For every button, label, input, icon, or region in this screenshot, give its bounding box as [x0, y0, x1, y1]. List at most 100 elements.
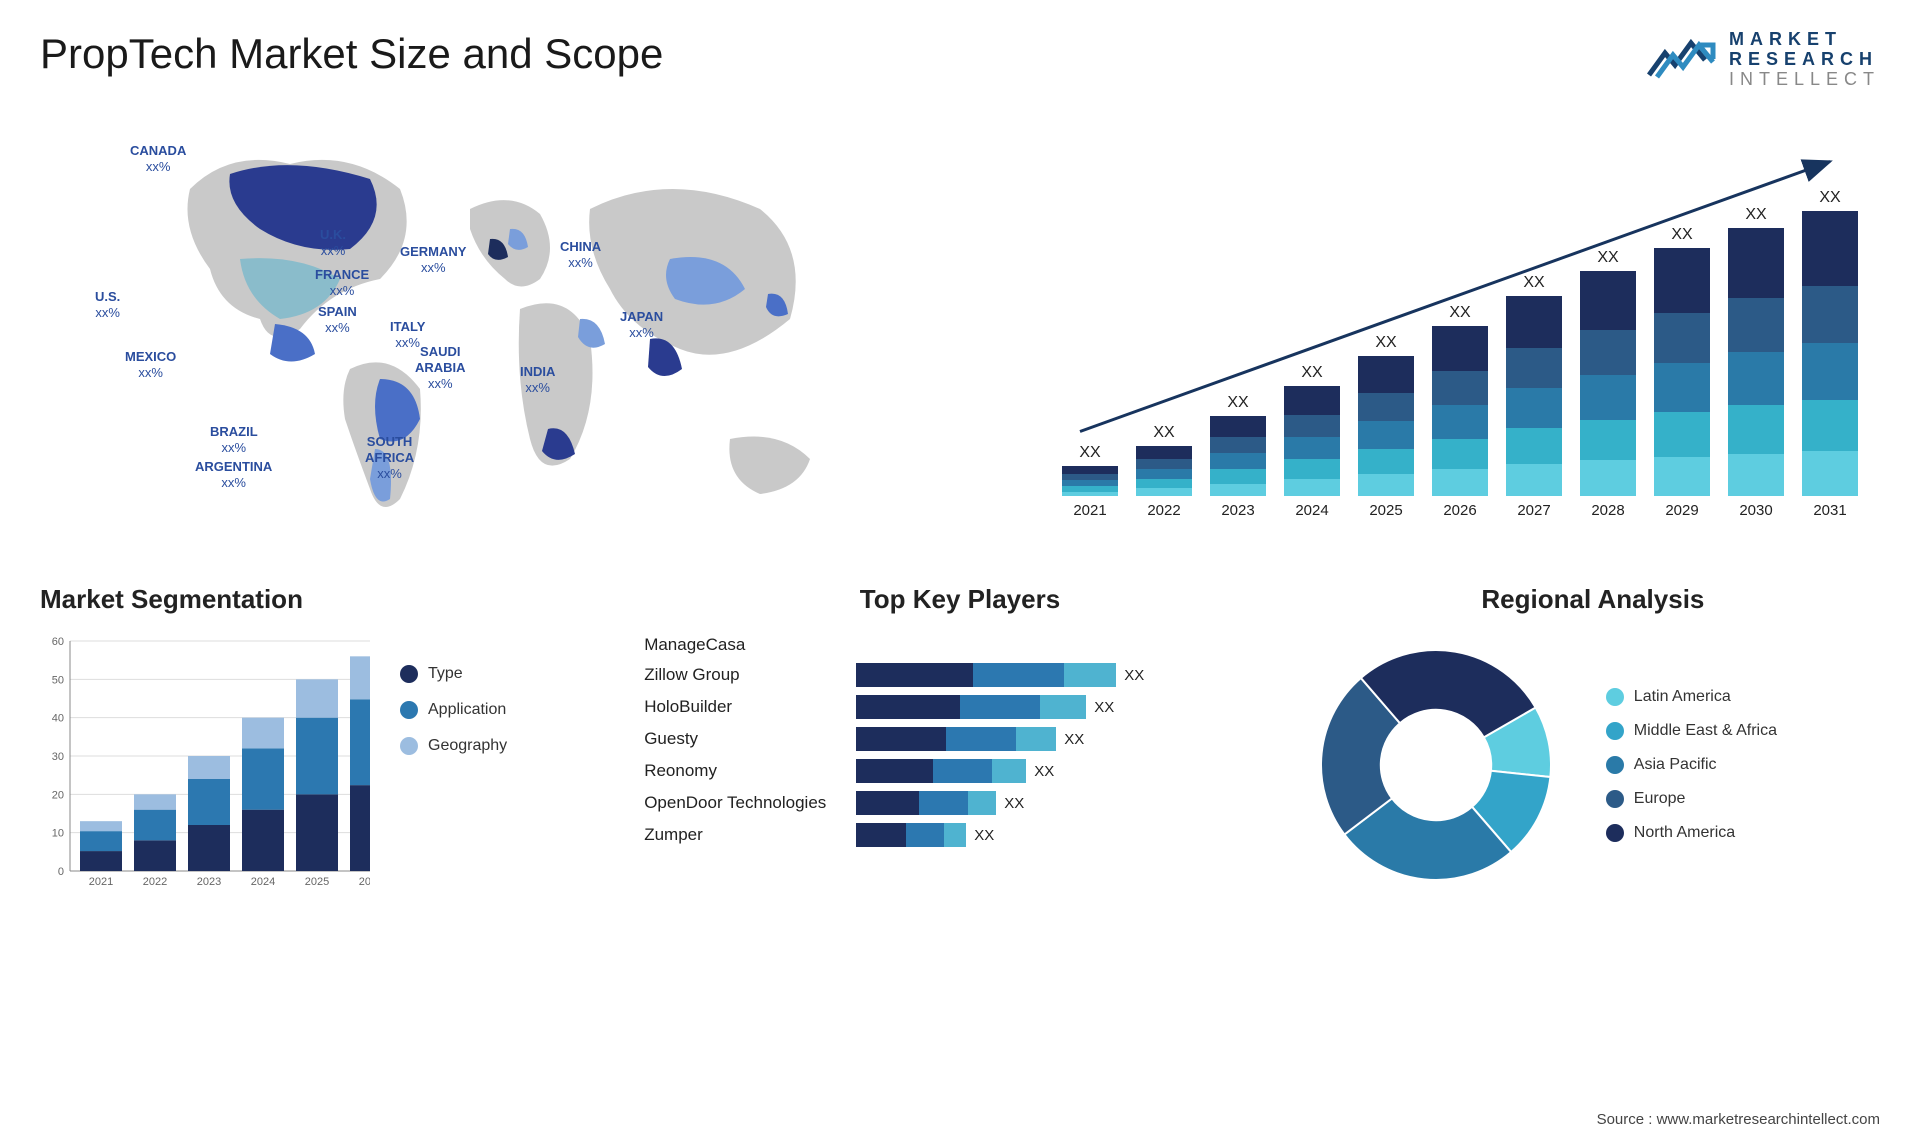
country-label: INDIAxx% [520, 364, 555, 395]
bar-value-label: XX [1227, 394, 1248, 412]
logo-mark-icon [1647, 35, 1717, 85]
player-value: XX [1124, 667, 1144, 684]
country-label: BRAZILxx% [210, 424, 258, 455]
world-map-icon [40, 119, 1000, 539]
page-title: PropTech Market Size and Scope [40, 30, 663, 78]
svg-text:30: 30 [52, 751, 64, 763]
country-label: JAPANxx% [620, 309, 663, 340]
country-label: SOUTHAFRICAxx% [365, 434, 414, 481]
player-row: HoloBuilder XX [644, 695, 1276, 719]
main-chart-bar: XX 2023 [1210, 394, 1266, 519]
logo-line2: RESEARCH [1729, 50, 1880, 70]
country-label: MEXICOxx% [125, 349, 176, 380]
main-chart-bar: XX 2028 [1580, 249, 1636, 519]
source-attribution: Source : www.marketresearchintellect.com [1597, 1111, 1880, 1128]
legend-item: Middle East & Africa [1606, 722, 1777, 740]
regional-title: Regional Analysis [1306, 584, 1880, 615]
bar-year-label: 2026 [1443, 502, 1476, 519]
main-chart-bar: XX 2027 [1506, 274, 1562, 519]
svg-text:0: 0 [58, 866, 64, 878]
svg-text:50: 50 [52, 675, 64, 687]
svg-text:40: 40 [52, 713, 64, 725]
svg-text:2025: 2025 [305, 876, 329, 888]
bar-year-label: 2024 [1295, 502, 1328, 519]
segmentation-bar-chart: 0 10 20 30 40 50 60 2021 2022 2023 2024 2025 2026 [40, 635, 370, 895]
player-value: XX [1094, 699, 1114, 716]
country-label: GERMANYxx% [400, 244, 466, 275]
players-title: Top Key Players [644, 584, 1276, 615]
main-chart-bar: XX 2022 [1136, 424, 1192, 519]
main-chart-bar: XX 2030 [1728, 206, 1784, 519]
bar-year-label: 2029 [1665, 502, 1698, 519]
player-name: HoloBuilder [644, 697, 844, 717]
bar-value-label: XX [1597, 249, 1618, 267]
bar-value-label: XX [1375, 334, 1396, 352]
player-row: ReonomyXX [644, 759, 1276, 783]
legend-item: Europe [1606, 790, 1777, 808]
bar-value-label: XX [1819, 189, 1840, 207]
player-name: OpenDoor Technologies [644, 793, 844, 813]
player-row: OpenDoor Technologies XX [644, 791, 1276, 815]
legend-item: Application [400, 701, 507, 719]
bar-value-label: XX [1745, 206, 1766, 224]
segmentation-panel: Market Segmentation 01020304050602021202… [40, 584, 614, 895]
legend-item: North America [1606, 824, 1777, 842]
main-chart-bar: XX 2031 [1802, 189, 1858, 519]
svg-text:2024: 2024 [251, 876, 275, 888]
bar-year-label: 2025 [1369, 502, 1402, 519]
bar-value-label: XX [1671, 226, 1692, 244]
main-chart-bar: XX 2025 [1358, 334, 1414, 519]
bar-year-label: 2022 [1147, 502, 1180, 519]
country-label: CANADAxx% [130, 143, 186, 174]
bar-value-label: XX [1449, 304, 1470, 322]
svg-text:20: 20 [52, 790, 64, 802]
player-name: Zumper [644, 825, 844, 845]
bar-year-label: 2030 [1739, 502, 1772, 519]
svg-text:2022: 2022 [143, 876, 167, 888]
player-name: Zillow Group [644, 665, 844, 685]
player-row: Zillow Group XX [644, 663, 1276, 687]
logo-line3: INTELLECT [1729, 70, 1880, 90]
main-chart-bar: XX 2021 [1062, 444, 1118, 519]
country-label: SAUDIARABIAxx% [415, 344, 466, 391]
bar-value-label: XX [1079, 444, 1100, 462]
player-row: ZumperXX [644, 823, 1276, 847]
player-row: Guesty XX [644, 727, 1276, 751]
country-label: U.K.xx% [320, 227, 346, 258]
bar-year-label: 2031 [1813, 502, 1846, 519]
bar-year-label: 2027 [1517, 502, 1550, 519]
svg-text:10: 10 [52, 828, 64, 840]
logo-line1: MARKET [1729, 30, 1880, 50]
bar-value-label: XX [1523, 274, 1544, 292]
bar-value-label: XX [1301, 364, 1322, 382]
legend-item: Type [400, 665, 507, 683]
regional-donut-chart [1306, 635, 1566, 895]
player-value: XX [1004, 795, 1024, 812]
country-label: U.S.xx% [95, 289, 120, 320]
svg-text:2026: 2026 [359, 876, 370, 888]
bar-year-label: 2023 [1221, 502, 1254, 519]
country-label: FRANCExx% [315, 267, 369, 298]
bar-year-label: 2021 [1073, 502, 1106, 519]
main-chart-bar: XX 2029 [1654, 226, 1710, 519]
regional-panel: Regional Analysis Latin AmericaMiddle Ea… [1306, 584, 1880, 895]
player-name: Guesty [644, 729, 844, 749]
svg-text:2021: 2021 [89, 876, 113, 888]
svg-text:60: 60 [52, 636, 64, 648]
segmentation-legend: TypeApplicationGeography [400, 665, 507, 755]
player-value: XX [1064, 731, 1084, 748]
legend-item: Asia Pacific [1606, 756, 1777, 774]
players-panel: Top Key Players ManageCasa Zillow Group XX… [644, 584, 1276, 895]
main-chart-bar: XX 2024 [1284, 364, 1340, 519]
country-label: SPAINxx% [318, 304, 357, 335]
brand-logo: MARKET RESEARCH INTELLECT [1647, 30, 1880, 89]
main-bar-chart-panel: XX 2021 XX 2022 XX 2023 XX 2024 XX 2025 XX 2026 XX 20… [1040, 119, 1880, 544]
world-map-panel: CANADAxx%U.S.xx%MEXICOxx%BRAZILxx%ARGENT… [40, 119, 1000, 544]
player-row: ManageCasa [644, 635, 1276, 655]
player-name: ManageCasa [644, 635, 844, 655]
player-value: XX [1034, 763, 1054, 780]
bar-year-label: 2028 [1591, 502, 1624, 519]
bar-value-label: XX [1153, 424, 1174, 442]
svg-text:2023: 2023 [197, 876, 221, 888]
regional-legend: Latin AmericaMiddle East & AfricaAsia Pa… [1606, 688, 1777, 842]
